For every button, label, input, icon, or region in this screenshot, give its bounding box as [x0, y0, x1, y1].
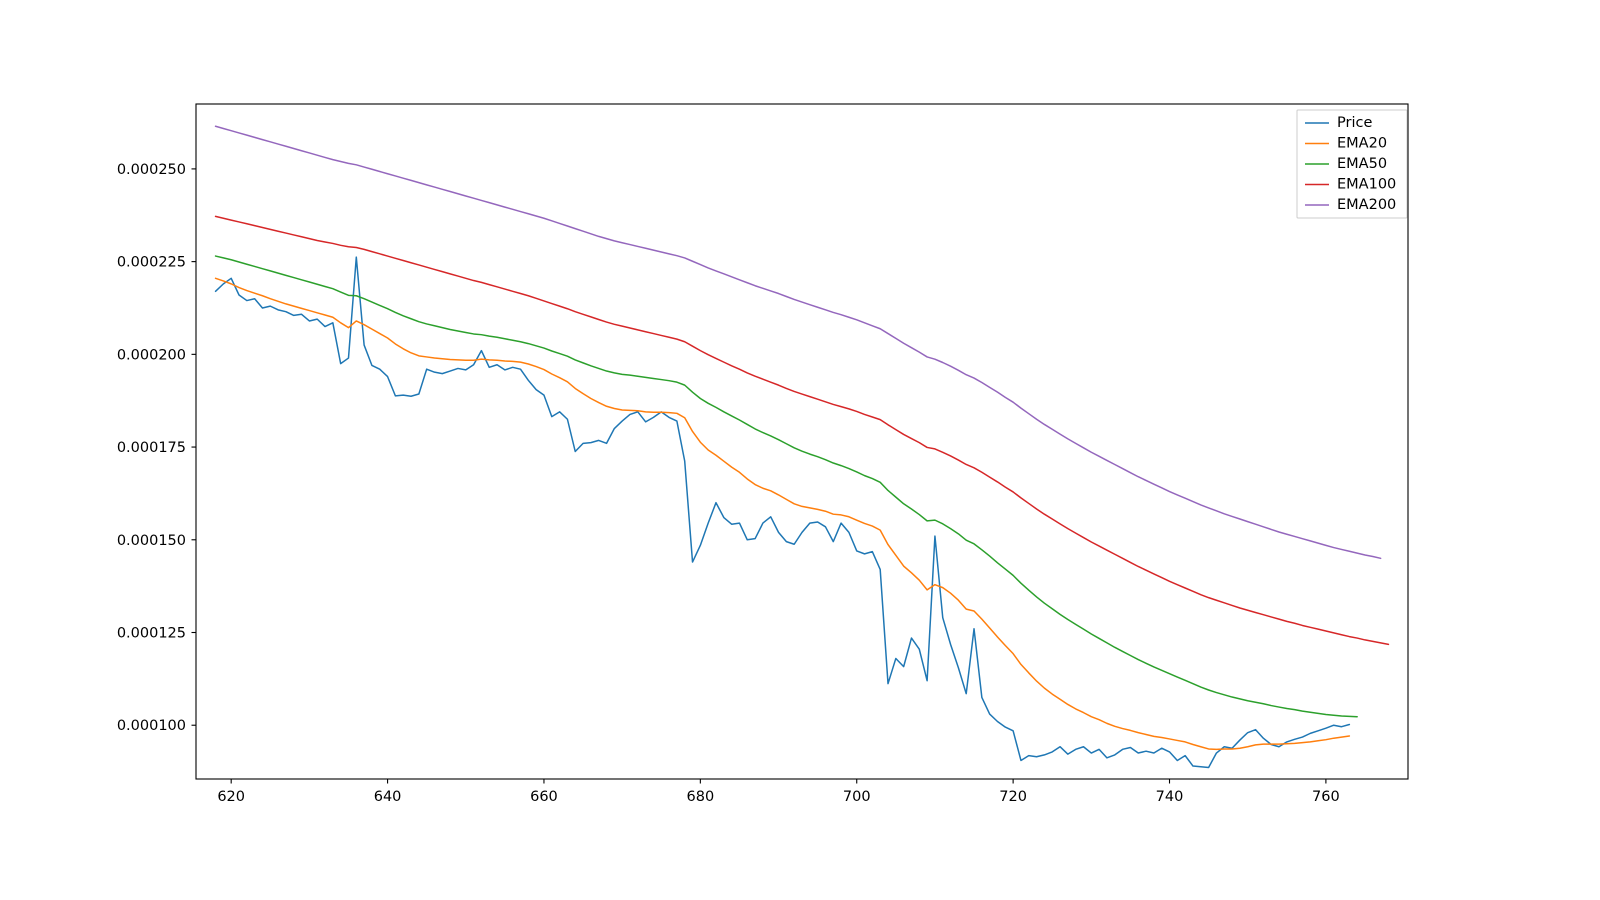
y-tick-label: 0.000150 — [117, 533, 186, 549]
data-series — [214, 125, 1390, 769]
legend-label-ema50: EMA50 — [1337, 156, 1387, 172]
axis-ticks: 620 640 660 680 700 720 740 760 0.000100 0.000125… — [117, 162, 1340, 805]
x-tick-label: 680 — [687, 789, 715, 805]
x-tick-label: 640 — [374, 789, 402, 805]
x-tick-label: 700 — [843, 789, 871, 805]
legend-background — [1296, 109, 1408, 219]
x-tick-label: 720 — [999, 789, 1027, 805]
series-line-ema100 — [214, 215, 1390, 646]
y-tick-label: 0.000100 — [117, 718, 186, 734]
legend-label-ema20: EMA20 — [1337, 136, 1387, 152]
series-line-ema50 — [214, 255, 1358, 718]
x-tick-label: 620 — [217, 789, 245, 805]
legend-label-ema100: EMA100 — [1337, 177, 1396, 193]
x-tick-label: 760 — [1312, 789, 1340, 805]
y-tick-label: 0.000250 — [117, 162, 186, 178]
legend-label-price: Price — [1337, 115, 1372, 131]
y-tick-label: 0.000175 — [117, 440, 186, 456]
legend-label-ema200: EMA200 — [1337, 197, 1396, 213]
axes-frame — [195, 103, 1409, 780]
x-tick-label: 660 — [530, 789, 558, 805]
series-line-ema20 — [214, 277, 1351, 751]
legend[interactable]: Price EMA20 EMA50 EMA100 EMA200 — [1296, 109, 1408, 219]
y-tick-label: 0.000225 — [117, 255, 186, 271]
series-line-price — [214, 256, 1351, 769]
y-tick-label: 0.000200 — [117, 347, 186, 363]
series-line-ema200 — [214, 125, 1382, 560]
x-tick-label: 740 — [1156, 789, 1184, 805]
y-tick-label: 0.000125 — [117, 626, 186, 642]
